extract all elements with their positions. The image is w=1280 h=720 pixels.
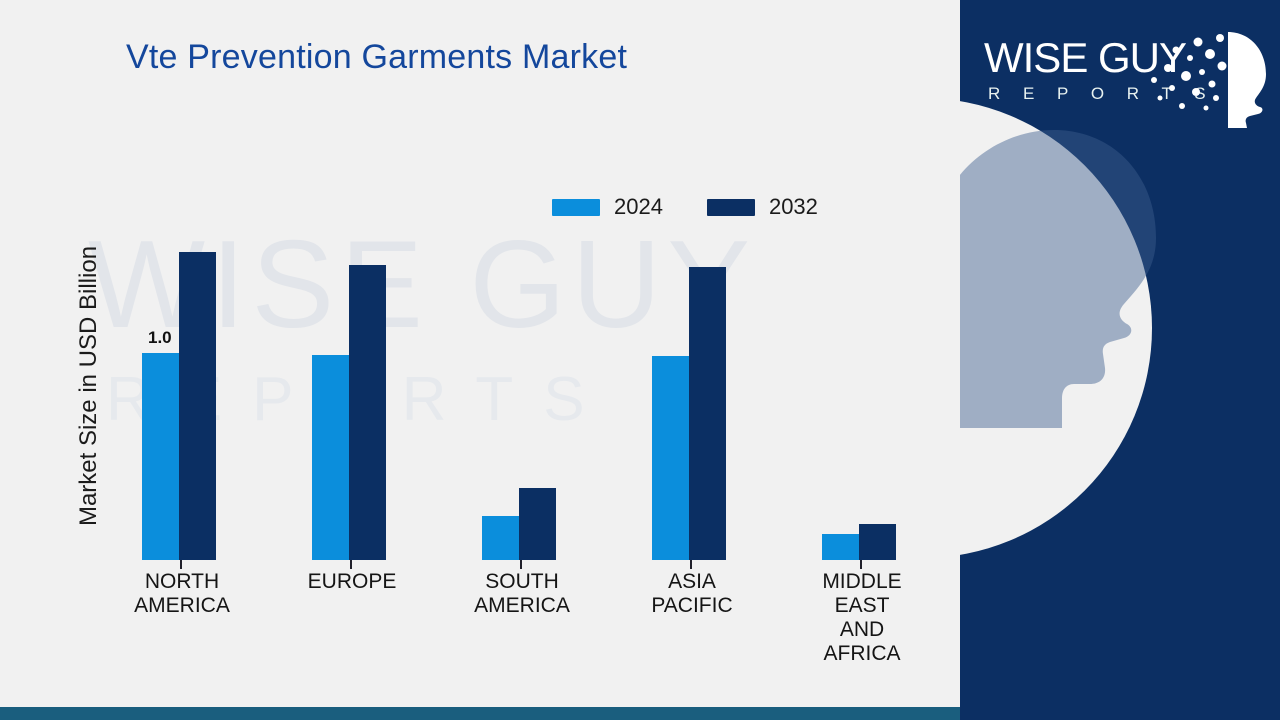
brand-logo: WISE GUY R E P O R T S <box>978 32 1268 128</box>
axis-tick <box>180 560 182 569</box>
axis-tick <box>690 560 692 569</box>
x-axis-baseline <box>100 559 920 560</box>
category-label-europe: EUROPE <box>307 570 397 593</box>
bar-group-asia-pacific: ASIA PACIFIC <box>651 230 733 617</box>
legend-label-2024: 2024 <box>614 194 663 219</box>
bar-2032-south-america[interactable] <box>519 488 556 560</box>
bar-2024-asia-pacific[interactable] <box>652 356 689 560</box>
bar-2032-europe[interactable] <box>349 265 386 560</box>
bar-2024-europe[interactable] <box>312 355 349 560</box>
bottom-accent-bar <box>0 707 960 720</box>
bars <box>822 230 896 560</box>
bars <box>312 230 386 560</box>
bar-2024-north-america[interactable] <box>142 353 179 560</box>
legend-swatch-2024 <box>552 198 600 216</box>
page-title: Vte Prevention Garments Market <box>126 38 628 76</box>
bar-2032-asia-pacific[interactable] <box>689 267 726 560</box>
bar-group-north-america: 1.0 NORTH AMERICA <box>134 230 230 617</box>
bars <box>482 230 556 560</box>
chart-legend: 2024 2032 <box>552 194 818 220</box>
legend-label-2032: 2032 <box>768 194 818 219</box>
axis-tick <box>860 560 862 569</box>
axis-tick <box>350 560 352 569</box>
y-axis-label: Market Size in USD Billion <box>75 245 102 527</box>
bar-group-middle-east-and-africa: MIDDLE EAST AND AFRICA <box>822 230 902 665</box>
bars <box>652 230 726 560</box>
legend-swatch-2032 <box>706 198 755 216</box>
bar-2024-middle-east-and-africa[interactable] <box>822 534 859 560</box>
bar-2024-south-america[interactable] <box>482 516 519 560</box>
plot-area: 1.0 NORTH AMERICA EUROPE <box>100 230 920 665</box>
category-label-middle-east-and-africa: MIDDLE EAST AND AFRICA <box>822 570 902 665</box>
brand-wordmark: WISE GUY <box>984 34 1187 81</box>
axis-tick <box>520 560 522 569</box>
brand-subtitle: R E P O R T S <box>988 84 1215 103</box>
category-label-north-america: NORTH AMERICA <box>134 570 230 617</box>
brand-panel: WISE GUY R E P O R T S <box>960 0 1280 720</box>
bar-2032-middle-east-and-africa[interactable] <box>859 524 896 560</box>
bars <box>142 230 216 560</box>
legend-item-2024[interactable]: 2024 <box>552 194 663 220</box>
bar-2032-north-america[interactable] <box>179 252 216 560</box>
head-silhouette-icon <box>960 130 1156 428</box>
dot-head-icon <box>1151 32 1266 128</box>
bar-group-europe: EUROPE <box>308 230 396 593</box>
legend-item-2032[interactable]: 2032 <box>706 194 818 220</box>
bar-value-label: 1.0 <box>148 328 172 347</box>
bar-group-south-america: SOUTH AMERICA <box>474 230 570 617</box>
category-label-asia-pacific: ASIA PACIFIC <box>651 570 733 617</box>
category-label-south-america: SOUTH AMERICA <box>474 570 570 617</box>
